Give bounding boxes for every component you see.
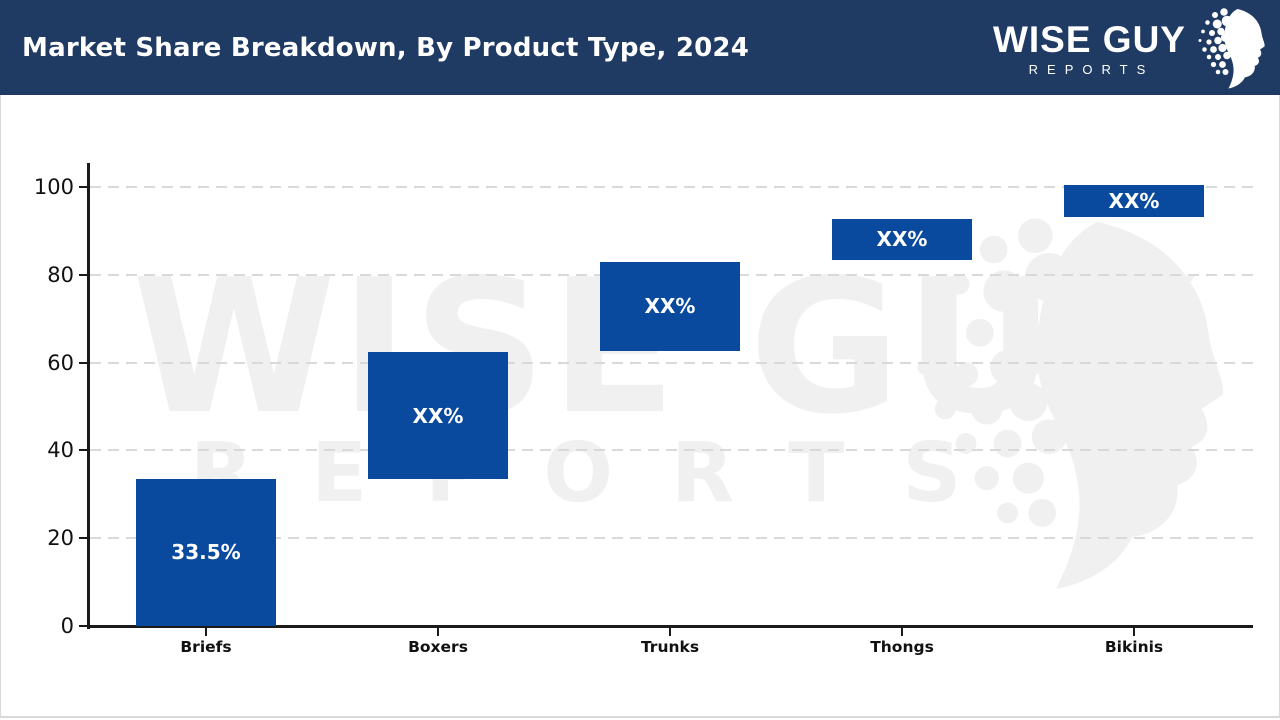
x-tick-label-boxers: Boxers [408,638,468,656]
gridline-100 [90,186,1255,189]
x-axis-line [87,625,1253,628]
bar-value-label-thongs: XX% [876,227,928,252]
x-tick-trunks [669,628,671,636]
y-tick-label-20: 20 [47,526,74,551]
bar-value-label-bikinis: XX% [1108,188,1160,213]
x-tick-label-briefs: Briefs [180,638,232,656]
x-tick-label-trunks: Trunks [640,638,700,656]
y-tick-label-40: 40 [47,438,74,463]
chart-title: Market Share Breakdown, By Product Type,… [22,32,749,63]
y-tick-80 [79,273,87,276]
x-tick-label-thongs: Thongs [870,638,934,656]
x-tick-bikinis [1133,628,1135,636]
bar-value-label-briefs: 33.5% [171,540,241,565]
y-tick-20 [79,537,87,540]
x-tick-boxers [437,628,439,636]
brand-wordmark: WISE GUY REPORTS [992,18,1186,77]
y-tick-label-0: 0 [60,614,74,638]
y-axis-line [87,163,90,629]
watermark-reports: REPORTS [190,426,1020,521]
gridline-60 [90,361,1255,364]
y-tick-label-80: 80 [47,262,74,287]
brand-name: WISE GUY [992,18,1186,60]
y-tick-label-100: 100 [33,175,74,200]
y-tick-100 [79,186,87,189]
bar-value-label-boxers: XX% [412,403,464,428]
brand-face-icon [1198,8,1265,89]
bar-segment-thongs: XX% [832,219,972,260]
brand-subname: REPORTS [1028,61,1155,77]
gridline-40 [90,449,1255,452]
x-tick-label-bikinis: Bikinis [1104,638,1164,656]
x-tick-thongs [901,628,903,636]
watermark-face-icon [917,218,1223,590]
y-tick-0 [79,625,87,627]
bar-value-label-trunks: XX% [644,294,696,319]
brand-logo: WISE GUY REPORTS [993,6,1272,90]
bar-segment-briefs: 33.5% [136,478,276,626]
bar-segment-trunks: XX% [600,261,740,351]
bar-segment-boxers: XX% [368,352,508,479]
bar-segment-bikinis: XX% [1064,184,1204,217]
header-bar: Market Share Breakdown, By Product Type,… [0,0,1280,95]
x-tick-briefs [205,628,207,636]
y-tick-60 [79,361,87,364]
y-tick-40 [79,449,87,452]
y-tick-label-60: 60 [47,350,74,375]
gridline-20 [90,537,1255,540]
bottom-border [0,716,1280,718]
left-border [0,95,1,718]
